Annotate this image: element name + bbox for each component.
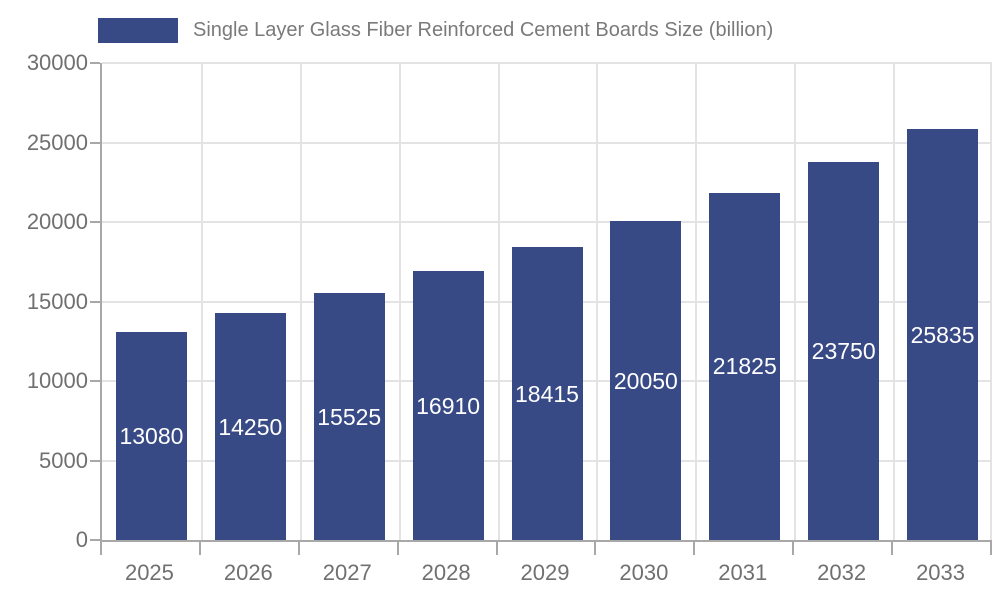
gridline-horizontal — [102, 62, 992, 64]
gridline-horizontal — [102, 221, 992, 223]
bar-value-label: 21825 — [712, 353, 777, 380]
bar-2030[interactable] — [610, 221, 682, 540]
y-tick-label: 5000 — [39, 447, 88, 473]
gridline-vertical — [596, 63, 599, 540]
x-tick-label: 2032 — [817, 560, 867, 585]
bar-value-label: 16910 — [416, 392, 481, 419]
x-axis-tick — [198, 542, 201, 555]
bar-value-label: 25835 — [910, 321, 975, 348]
bar-2032[interactable] — [808, 162, 880, 540]
legend-swatch-icon — [98, 18, 178, 43]
y-tick-label: 15000 — [26, 288, 88, 314]
gridline-vertical — [497, 63, 500, 540]
bar-2031[interactable] — [709, 192, 781, 540]
y-axis-tick — [90, 380, 100, 382]
x-tick-label: 2027 — [322, 560, 372, 585]
y-tick-label: 20000 — [26, 209, 88, 234]
y-axis-tick — [90, 141, 100, 144]
x-tick-label: 2031 — [718, 560, 768, 585]
gridline-vertical — [695, 63, 698, 540]
gridline-vertical — [990, 63, 992, 540]
gridline-vertical — [398, 63, 401, 540]
bar-2028[interactable] — [412, 271, 484, 540]
legend[interactable]: Single Layer Glass Fiber Reinforced Ceme… — [98, 18, 773, 43]
x-tick-label: 2029 — [520, 560, 570, 585]
gridline-vertical — [893, 63, 896, 540]
y-axis-tick — [90, 221, 100, 223]
x-axis-tick — [891, 542, 894, 555]
bar-2033[interactable] — [907, 129, 979, 540]
y-tick-label: 30000 — [26, 50, 88, 75]
bar-value-label: 15525 — [317, 403, 382, 430]
x-axis-tick — [990, 542, 992, 555]
x-axis-tick — [297, 542, 300, 555]
gridline-vertical — [794, 63, 797, 540]
y-axis-tick — [90, 459, 100, 462]
bar-value-label: 14250 — [218, 413, 283, 440]
y-tick-label: 0 — [75, 527, 88, 552]
bar-2025[interactable] — [115, 332, 187, 540]
x-axis-tick — [495, 542, 498, 555]
bar-2027[interactable] — [313, 293, 385, 540]
x-axis-tick — [594, 542, 597, 555]
x-axis-tick — [792, 542, 795, 555]
x-tick-label: 2026 — [223, 560, 273, 585]
y-axis-tick — [90, 539, 100, 541]
y-tick-label: 25000 — [26, 129, 88, 155]
legend-label: Single Layer Glass Fiber Reinforced Ceme… — [193, 19, 774, 41]
x-axis-tick — [693, 542, 696, 555]
x-tick-label: 2030 — [619, 560, 669, 585]
bar-2029[interactable] — [511, 247, 583, 540]
y-tick-label: 10000 — [26, 368, 88, 393]
gridline-vertical — [200, 63, 203, 540]
gridline-horizontal — [102, 141, 992, 144]
bar-value-label: 20050 — [613, 367, 678, 394]
plot-area: 13080 14250 15525 16910 18415 20050 21825 23750… — [100, 62, 992, 542]
bar-value-label: 18415 — [515, 380, 579, 407]
bar-value-label: 23750 — [811, 338, 876, 365]
y-axis-tick — [90, 300, 100, 303]
x-axis-tick — [100, 542, 102, 555]
x-tick-label: 2028 — [421, 560, 471, 585]
x-tick-label: 2033 — [916, 560, 966, 585]
y-axis-tick — [90, 62, 100, 64]
bar-2026[interactable] — [214, 313, 286, 540]
gridline-vertical — [299, 63, 302, 540]
bar-value-label: 13080 — [119, 423, 184, 449]
x-axis-tick — [396, 542, 399, 555]
x-tick-label: 2025 — [124, 560, 174, 585]
